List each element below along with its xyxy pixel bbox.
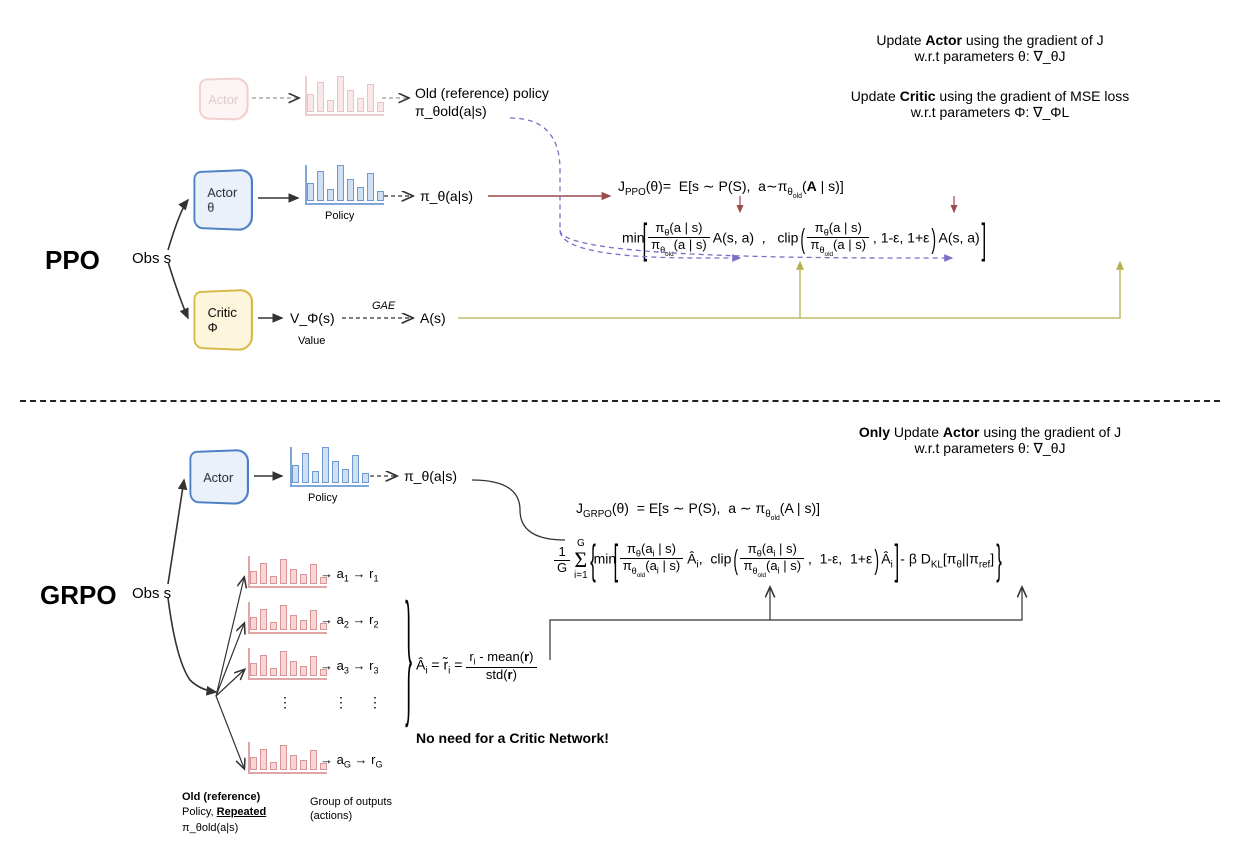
- grpo-only-update: Only Update Actor using the gradient of …: [790, 424, 1190, 457]
- ppo-old-ref-2: π_θold(a|s): [415, 103, 487, 119]
- grpo-obs: Obs s: [132, 585, 171, 602]
- ppo-gae: GAE: [372, 300, 395, 312]
- ppo-value-caption: Value: [298, 335, 325, 347]
- ppo-policy-caption: Policy: [325, 210, 354, 222]
- grpo-actor-box: Actor: [189, 449, 249, 505]
- grpo-dots: ⋮: [278, 694, 292, 711]
- ppo-pi-theta: π_θ(a|s): [420, 188, 473, 204]
- curly-brace: }: [404, 567, 414, 744]
- grpo-sample-chart: [248, 602, 327, 634]
- ppo-actor-box: Actorθ: [193, 169, 253, 232]
- grpo-old-ref-caption: Old (reference) Policy, Repeated π_θold(…: [182, 790, 266, 836]
- section-divider: [20, 400, 1220, 402]
- grpo-sum-formula: 1G GΣi=1 {min[ πθ(ai | s)πθold(ai | s) Â…: [554, 536, 1000, 584]
- ppo-update-actor: Update Actor using the gradient of J w.r…: [790, 32, 1190, 65]
- grpo-adv-formula: Âi = r̃i = ri - mean(r)std(r): [416, 650, 537, 682]
- grpo-sample-label: → aG → rG: [320, 752, 383, 770]
- grpo-sample-chart: [248, 648, 327, 680]
- grpo-policy-chart: [290, 447, 369, 487]
- ppo-jppo: JPPO(θ)= E[s ∼ P(S), a∼πθold(A | s)]: [618, 178, 844, 200]
- grpo-title: GRPO: [40, 580, 117, 611]
- ppo-old-policy-chart: [305, 76, 384, 116]
- grpo-sample-label: → a3 → r3: [320, 658, 379, 676]
- ppo-policy-chart: [305, 165, 384, 205]
- ppo-advantage: A(s): [420, 310, 446, 326]
- grpo-no-critic: No need for a Critic Network!: [416, 730, 609, 746]
- grpo-pi-theta: π_θ(a|s): [404, 468, 457, 484]
- grpo-dots: ⋮: [334, 694, 348, 711]
- ppo-old-ref-1: Old (reference) policy: [415, 85, 549, 101]
- grpo-sample-chart: [248, 556, 327, 588]
- grpo-sample-chart: [248, 742, 327, 774]
- ppo-v-phi: V_Φ(s): [290, 310, 335, 326]
- ppo-title: PPO: [45, 245, 100, 276]
- grpo-sample-label: → a1 → r1: [320, 566, 379, 584]
- ppo-min-formula: min[ πθ(a | s)πθold(a | s) A(s, a) , cli…: [622, 215, 983, 263]
- grpo-dots: ⋮: [368, 694, 382, 711]
- grpo-group-caption: Group of outputs (actions): [310, 795, 392, 824]
- grpo-jgrpo: JGRPO(θ) = E[s ∼ P(S), a ∼ πθold(A | s)]: [576, 500, 820, 522]
- grpo-policy-caption: Policy: [308, 492, 337, 504]
- grpo-sample-label: → a2 → r2: [320, 612, 379, 630]
- ppo-obs: Obs s: [132, 250, 171, 267]
- ppo-update-critic: Update Critic using the gradient of MSE …: [780, 88, 1200, 121]
- ppo-old-actor-box: Actor: [199, 77, 249, 121]
- ppo-critic-box: CriticΦ: [193, 289, 253, 352]
